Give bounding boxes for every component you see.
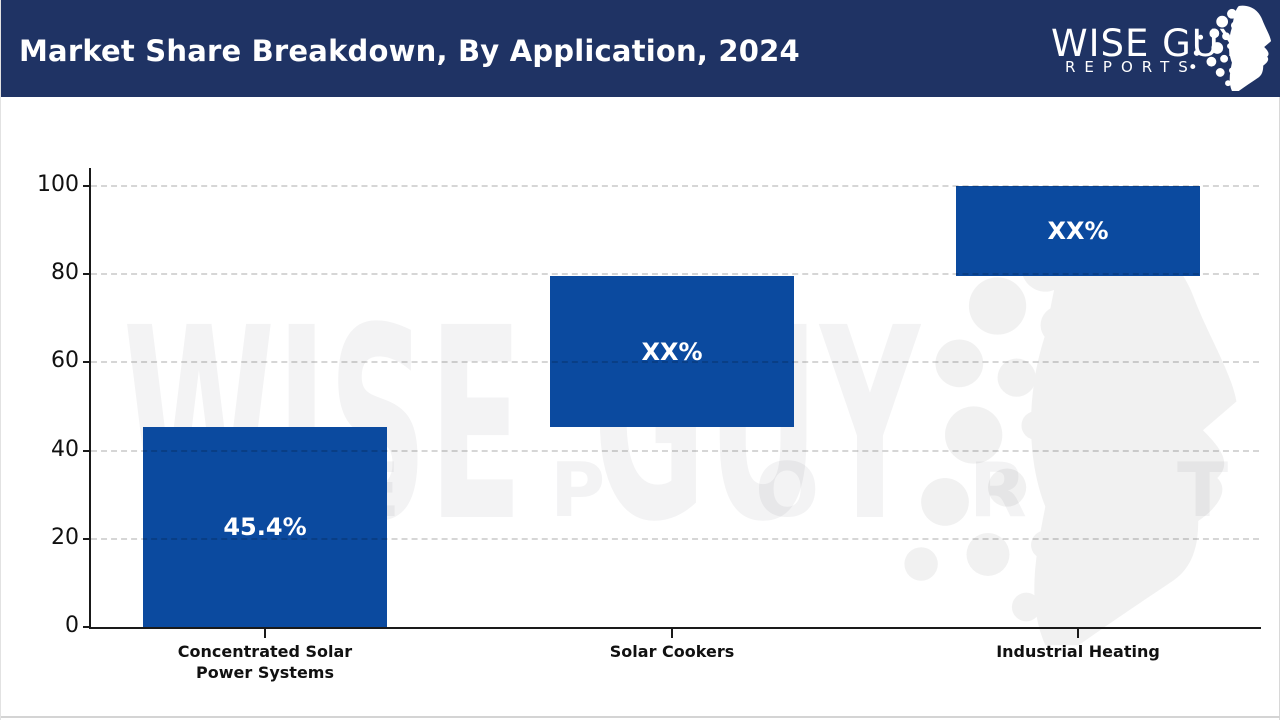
category-label-line: Industrial Heating: [996, 642, 1160, 661]
gridline: [91, 361, 1259, 364]
bottom-divider: [1, 716, 1280, 718]
category-label: Concentrated Solar Power Systems: [105, 641, 425, 683]
y-axis-line: [89, 168, 91, 629]
y-axis-tick: [83, 185, 91, 187]
category-label-line: Solar Cookers: [609, 642, 735, 661]
category-label-line: Concentrated Solar: [177, 642, 353, 661]
bar-value-label: XX%: [1047, 217, 1109, 246]
gridline: [91, 537, 1259, 540]
y-tick-label: 80: [51, 260, 79, 286]
y-tick-label: 20: [51, 524, 79, 550]
y-tick-label: 40: [51, 436, 79, 462]
bar-value-label: 45.4%: [223, 512, 307, 541]
category-label: Solar Cookers: [512, 641, 832, 662]
bar-segment: XX%: [956, 186, 1200, 277]
x-axis-tick: [264, 629, 266, 638]
gridline: [91, 449, 1259, 452]
x-axis-tick: [671, 629, 673, 638]
y-tick-label: 0: [65, 613, 79, 638]
logo-face-icon: [1190, 5, 1272, 92]
header-bar: Market Share Breakdown, By Application, …: [1, 0, 1280, 97]
y-axis-tick: [83, 449, 91, 452]
bar-segment: XX%: [550, 276, 794, 427]
chart-title: Market Share Breakdown, By Application, …: [19, 34, 800, 68]
y-axis-tick: [83, 273, 91, 276]
bar-segment: 45.4%: [143, 426, 387, 627]
watermark-face-dots: [904, 228, 1237, 646]
wise-guy-reports-logo: WISE GUY REPORTS: [1013, 0, 1273, 97]
category-label-line: Power Systems: [196, 663, 334, 682]
logo-text-reports: REPORTS: [1065, 58, 1197, 76]
y-tick-label: 100: [37, 172, 79, 197]
x-axis-line: [89, 627, 1261, 629]
bar-value-label: XX%: [641, 337, 703, 366]
y-axis-tick: [83, 537, 91, 540]
y-tick-label: 60: [51, 348, 79, 374]
y-axis-tick: [83, 361, 91, 364]
y-axis-tick: [83, 626, 91, 628]
gridline: [91, 185, 1259, 187]
gridline: [91, 273, 1259, 276]
x-axis-tick: [1077, 629, 1079, 638]
category-label: Industrial Heating: [918, 641, 1238, 662]
